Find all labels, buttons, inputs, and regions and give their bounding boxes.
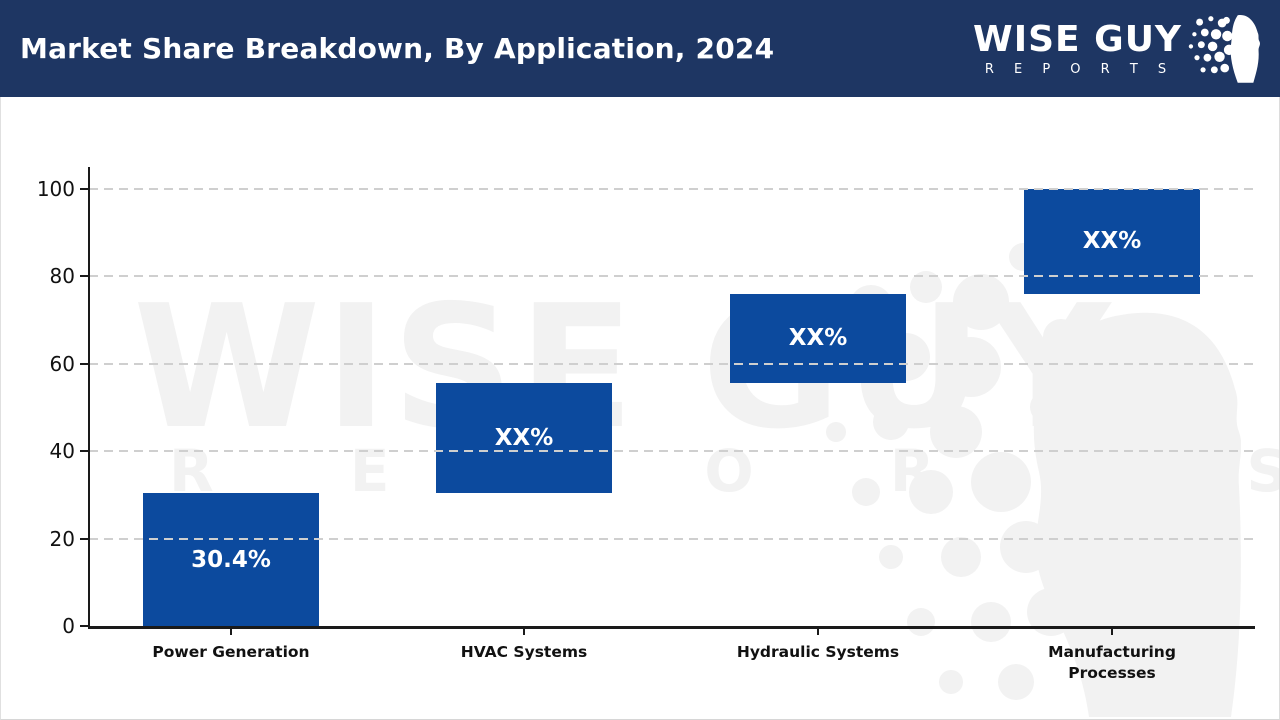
y-tick-100 [80,187,88,190]
watermark-head-icon [826,243,1241,717]
x-category-label: HVAC Systems [460,643,588,661]
bar-power-generation: 30.4% [143,493,319,626]
x-tick-3 [1111,628,1113,635]
y-tick-40 [80,450,88,452]
x-tick-1 [523,628,525,635]
chart-title: Market Share Breakdown, By Application, … [20,32,775,65]
logo-head-icon [1188,14,1260,83]
gridline-60 [89,362,1254,365]
y-tick-label: 60 [49,351,75,376]
bar-value-label: XX% [1082,228,1142,254]
chart-area: WISE GUY R E P O R T S 0 20 40 60 80 100 30.4%… [0,97,1280,720]
x-category-label: Manufacturing Processes [1048,643,1176,682]
x-axis-line [88,626,1255,629]
x-tick-0 [230,628,232,635]
bar-value-label: 30.4% [191,546,271,573]
gridline-80 [89,275,1254,277]
bar-value-label: XX% [788,325,848,352]
y-tick-label: 80 [49,264,75,288]
x-category-label: Hydraulic Systems [736,643,900,661]
y-tick-80 [80,275,88,277]
logo-subtitle: R E P O R T S [984,61,1175,77]
gridline-40 [89,450,1254,452]
gridline-100 [89,187,1254,190]
y-tick-label: 20 [49,526,75,551]
logo-wordmark: WISE GUY R E P O R T S [972,18,1182,77]
y-tick-label: 100 [36,176,75,201]
bar-hydraulic-systems: XX% [730,293,906,384]
y-axis-line [88,167,90,628]
y-tick-60 [80,362,88,365]
y-tick-label: 0 [62,614,75,638]
y-tick-0 [80,625,88,627]
header-bar: Market Share Breakdown, By Application, … [0,0,1280,97]
bar-hvac-systems: XX% [436,383,612,493]
y-tick-label: 40 [49,439,75,463]
y-tick-20 [80,537,88,540]
x-tick-2 [817,628,819,635]
x-category-label: Power Generation [152,643,310,661]
gridline-20 [89,537,1254,540]
wise-guy-logo: WISE GUY R E P O R T S [973,9,1262,89]
bar-value-label: XX% [494,425,554,452]
logo-name: WISE GUY [972,18,1182,60]
bar-manufacturing-processes: XX% [1024,188,1200,294]
